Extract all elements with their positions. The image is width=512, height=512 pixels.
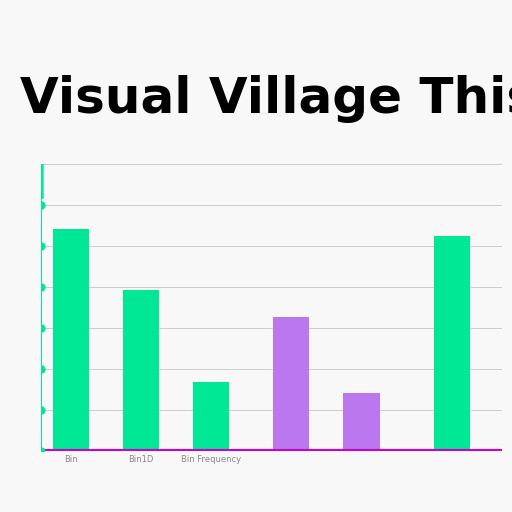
Bar xyxy=(273,317,309,451)
FancyArrow shape xyxy=(34,141,48,198)
Text: Visual Village This Term Tic: Visual Village This Term Tic xyxy=(20,75,512,123)
Bar xyxy=(53,229,89,451)
Bar xyxy=(434,237,470,451)
Bar xyxy=(344,393,379,451)
Bar xyxy=(193,382,229,451)
Bar xyxy=(123,290,159,451)
